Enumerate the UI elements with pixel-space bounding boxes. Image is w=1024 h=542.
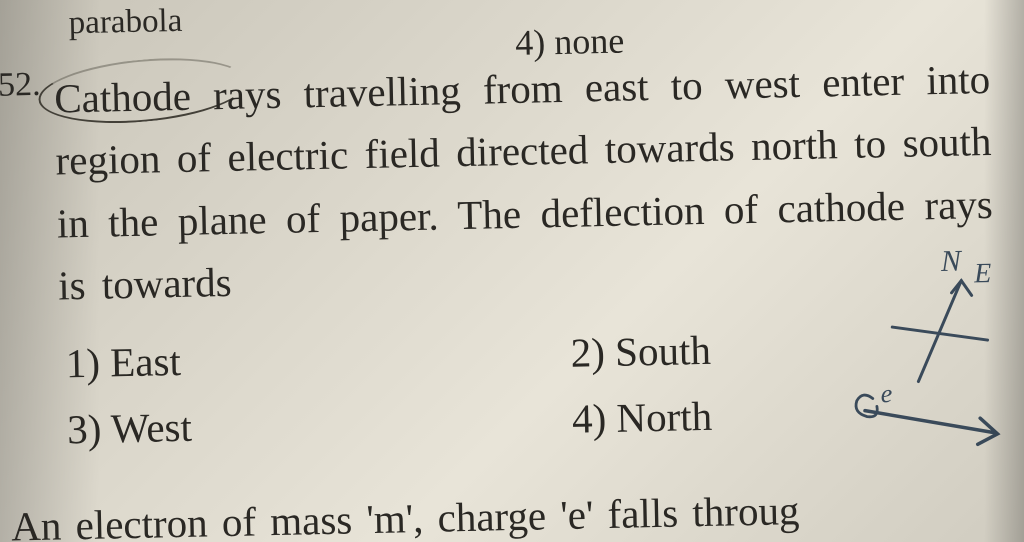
option-2: 2) South <box>530 320 996 378</box>
option-1: 1) East <box>65 330 531 388</box>
next-question-fragment: An electron of mass 'm', charge 'e' fall… <box>11 486 800 542</box>
options-row-2: 3) West 4) North <box>67 386 998 453</box>
previous-question-option-fragment: parabola <box>68 3 182 42</box>
option-3: 3) West <box>67 396 533 454</box>
option-4: 4) North <box>532 386 998 444</box>
prev-option3-text: parabola <box>68 3 182 41</box>
options-block: 1) East 2) South 3) West 4) North <box>65 320 998 471</box>
question-number: 52. <box>0 66 41 105</box>
question-text: Cathode rays travelling from east to wes… <box>54 48 995 317</box>
options-row-1: 1) East 2) South <box>65 320 996 387</box>
